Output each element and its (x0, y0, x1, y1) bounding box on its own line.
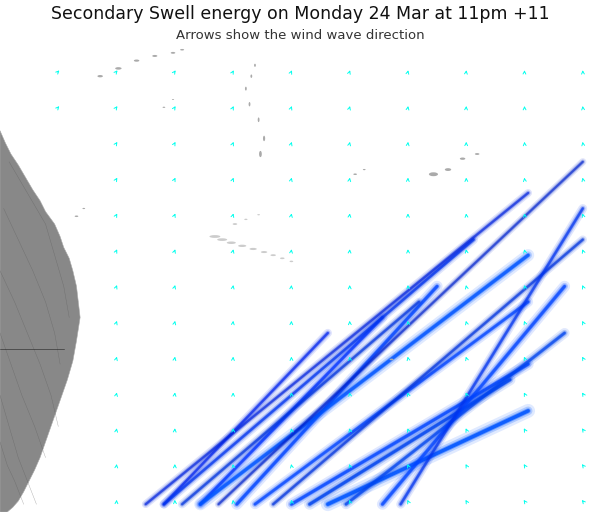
Ellipse shape (261, 251, 267, 253)
Ellipse shape (82, 208, 85, 209)
Ellipse shape (389, 358, 394, 360)
Ellipse shape (209, 235, 221, 238)
Ellipse shape (162, 106, 165, 108)
Ellipse shape (280, 258, 284, 259)
Text: Arrows show the wind wave direction: Arrows show the wind wave direction (176, 29, 425, 41)
Ellipse shape (75, 216, 78, 217)
Ellipse shape (363, 169, 365, 170)
Ellipse shape (227, 242, 236, 244)
Ellipse shape (233, 223, 237, 225)
Ellipse shape (429, 173, 438, 176)
Ellipse shape (257, 214, 260, 216)
Ellipse shape (171, 52, 175, 54)
Ellipse shape (249, 248, 257, 250)
Ellipse shape (152, 55, 157, 57)
Ellipse shape (475, 153, 480, 155)
Ellipse shape (180, 49, 184, 51)
Ellipse shape (238, 245, 246, 247)
Ellipse shape (115, 67, 121, 70)
Ellipse shape (251, 74, 252, 78)
Ellipse shape (254, 63, 256, 67)
Ellipse shape (258, 117, 260, 122)
Ellipse shape (263, 136, 265, 141)
Ellipse shape (290, 261, 293, 262)
Polygon shape (0, 131, 80, 512)
Ellipse shape (259, 151, 262, 157)
Ellipse shape (217, 238, 227, 241)
Ellipse shape (249, 102, 251, 106)
Ellipse shape (244, 219, 248, 220)
Ellipse shape (97, 75, 103, 77)
Text: Secondary Swell energy on Monday 24 Mar at 11pm +11: Secondary Swell energy on Monday 24 Mar … (51, 5, 550, 23)
Ellipse shape (172, 99, 174, 100)
Ellipse shape (353, 174, 357, 175)
Ellipse shape (134, 59, 139, 62)
Ellipse shape (270, 254, 276, 256)
Ellipse shape (445, 168, 451, 171)
Ellipse shape (245, 87, 247, 91)
Ellipse shape (460, 158, 465, 160)
